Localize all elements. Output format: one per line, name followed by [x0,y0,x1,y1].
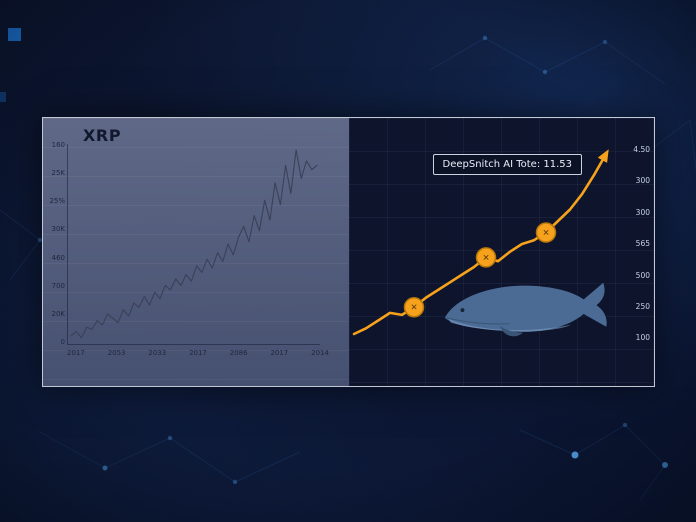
trend-arrowhead [597,149,609,163]
tick-label: 2053 [107,349,126,357]
accent-square [0,92,6,102]
tick-label: 20K [51,309,66,318]
tick-label: 100 [635,333,650,343]
trend-line [352,152,607,336]
bright-node [102,465,108,471]
tick-label: 2086 [229,349,248,357]
signal-marker [475,247,496,268]
tick-label: 0 [60,337,65,346]
bright-node [571,451,579,459]
left-x-axis-labels: 2017 2053 2033 2017 2086 2017 2014 [67,350,329,357]
network-nodes [37,35,628,485]
whale-belly [448,318,571,332]
tick-label: 460 [51,253,65,262]
tick-label: 2017 [67,349,85,357]
whale-eye [460,308,464,313]
deepsnitch-trend-line-chart: ✕ ✕ ✕ [352,149,609,336]
signal-marker [403,296,424,318]
whale-body [444,282,607,332]
tick-label: 300 [635,176,650,186]
tick-label: 2017 [189,349,207,357]
accent-square [8,28,21,41]
tick-label: 500 [635,270,650,280]
tick-label: 700 [51,281,65,290]
whale-fin [499,325,523,337]
tick-label: 160 [51,141,65,149]
tick-label: 300 [635,207,650,217]
signal-marker-glyph: ✕ [542,229,549,239]
tick-label: 2017 [270,349,289,357]
tick-label: 30K [51,225,66,234]
tick-label: 2014 [311,349,329,357]
whale-illustration [444,282,607,337]
tick-label: 4.50 [633,145,650,154]
signal-marker-glyph: ✕ [410,303,417,313]
xrp-title: XRP [83,126,122,145]
left-y-axis-labels: 160 25K 25% 30K 460 700 20K 0 [47,142,65,346]
tick-label: 250 [635,302,650,312]
bright-node [662,462,668,468]
signal-marker-glyph: ✕ [482,253,489,263]
right-y-axis-labels: 4.50 300 300 565 500 250 100 [620,146,650,342]
price-line [70,149,318,339]
whale-mouth-line [446,317,509,325]
signal-marker [535,222,556,243]
tick-label: 25K [51,169,66,178]
tick-label: 565 [635,239,650,249]
tick-label: 25% [49,197,65,206]
chart-panel: XRP 160 25K 25% 30K 460 700 20K 0 2017 2053 2033 2… [42,117,655,387]
deepsnitch-label: DeepSnitch AI Tote: 11.53 [432,154,582,175]
deepsnitch-chart-section: DeepSnitch AI Tote: 11.53 ✕ ✕ ✕ 4.50 300 300… [348,118,654,386]
xrp-price-line-chart [67,144,320,345]
tick-label: 2033 [148,349,167,357]
xrp-chart-section: XRP 160 25K 25% 30K 460 700 20K 0 2017 2053 2033 2… [43,118,349,386]
